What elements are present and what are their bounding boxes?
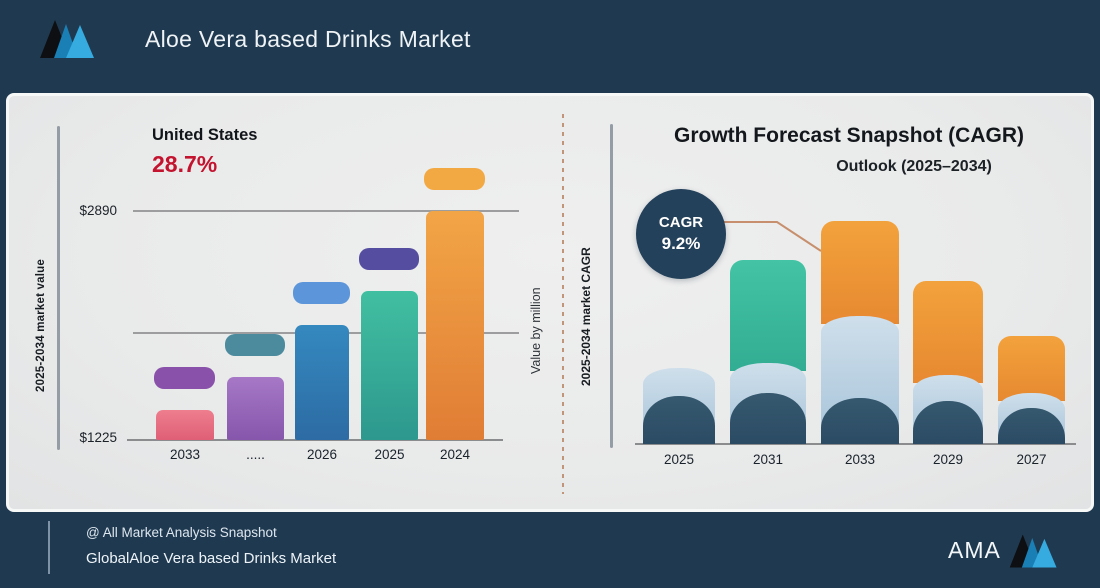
- ama-logo-icon: [40, 20, 94, 58]
- x-label-2033: 2033: [169, 447, 201, 462]
- left-y-axis-title: 2025-2034 market value: [35, 259, 47, 393]
- right-chart-title: Growth Forecast Snapshot (CAGR): [673, 124, 1025, 147]
- footer-bar: @ All Market Analysis Snapshot GlobalAlo…: [0, 512, 1100, 588]
- bar-cap-2024: [424, 168, 485, 190]
- charts-board: 2025-2034 market value $2890 $1225 Unite…: [6, 93, 1094, 512]
- cagr-badge: CAGR 9.2%: [636, 189, 726, 279]
- bar-cap-2033: [154, 367, 215, 389]
- bar-2026: [295, 325, 349, 440]
- stacked-bar-2027: [998, 336, 1065, 444]
- segment-base-2029: [913, 401, 983, 444]
- left-chart-highlight-value: 28.7%: [152, 151, 218, 177]
- footer-credit-text: @ All Market Analysis Snapshot: [86, 525, 277, 540]
- left-y-tick-1225: $1225: [79, 430, 117, 445]
- footer-brand-text: AMA: [948, 537, 1001, 563]
- segment-base-2025: [643, 396, 715, 444]
- bar-.....: [227, 377, 284, 440]
- x-label-2033: 2033: [844, 452, 876, 467]
- bar-cap-.....: [225, 334, 285, 356]
- bar-cap-2026: [293, 282, 350, 304]
- x-label-2024: 2024: [439, 447, 471, 462]
- x-label-2026: 2026: [306, 447, 338, 462]
- left-y-axis-line: [57, 126, 60, 450]
- segment-top-2027: [998, 336, 1065, 401]
- footer-caption-text: GlobalAloe Vera based Drinks Market: [86, 550, 337, 567]
- left-chart-region-label: United States: [152, 126, 258, 144]
- header-bar: Aloe Vera based Drinks Market: [0, 0, 1100, 93]
- segment-top-2029: [913, 281, 983, 383]
- bar-2025: [361, 291, 418, 440]
- segment-base-2031: [730, 393, 806, 444]
- right-y-axis-title: 2025-2034 market CAGR: [579, 247, 593, 386]
- stacked-bar-2033: [821, 221, 899, 444]
- panel-divider-dashed: [562, 114, 564, 494]
- value-by-million-label: Value by million: [529, 287, 543, 375]
- bar-2033: [156, 410, 214, 440]
- gridline-top: [133, 210, 519, 212]
- right-chart-subtitle: Outlook (2025–2034): [836, 158, 992, 175]
- x-label-2031: 2031: [752, 452, 784, 467]
- bar-cap-2025: [359, 248, 419, 270]
- bar-2024: [426, 211, 484, 440]
- left-y-tick-2890: $2890: [79, 203, 117, 218]
- stacked-bar-2031: [730, 260, 806, 444]
- x-label-2027: 2027: [1016, 452, 1047, 467]
- segment-top-2033: [821, 221, 899, 324]
- x-label-.....: .....: [246, 447, 265, 462]
- segment-base-2033: [821, 398, 899, 444]
- cagr-badge-label: CAGR: [658, 214, 704, 231]
- page-title: Aloe Vera based Drinks Market: [145, 26, 471, 52]
- left-chart-header: United States 28.7%: [152, 126, 257, 178]
- stacked-bar-2025: [643, 368, 715, 444]
- footer-divider-line: [48, 521, 50, 574]
- x-label-2025: 2025: [663, 452, 695, 467]
- segment-top-2031: [730, 260, 806, 371]
- right-y-axis-line: [610, 124, 613, 448]
- ama-logo-icon: [1009, 534, 1057, 568]
- x-label-2029: 2029: [932, 452, 964, 467]
- cagr-badge-value: 9.2%: [661, 233, 701, 253]
- x-label-2025: 2025: [374, 447, 405, 462]
- left-x-axis-baseline: [127, 439, 503, 441]
- stacked-bar-2029: [913, 281, 983, 444]
